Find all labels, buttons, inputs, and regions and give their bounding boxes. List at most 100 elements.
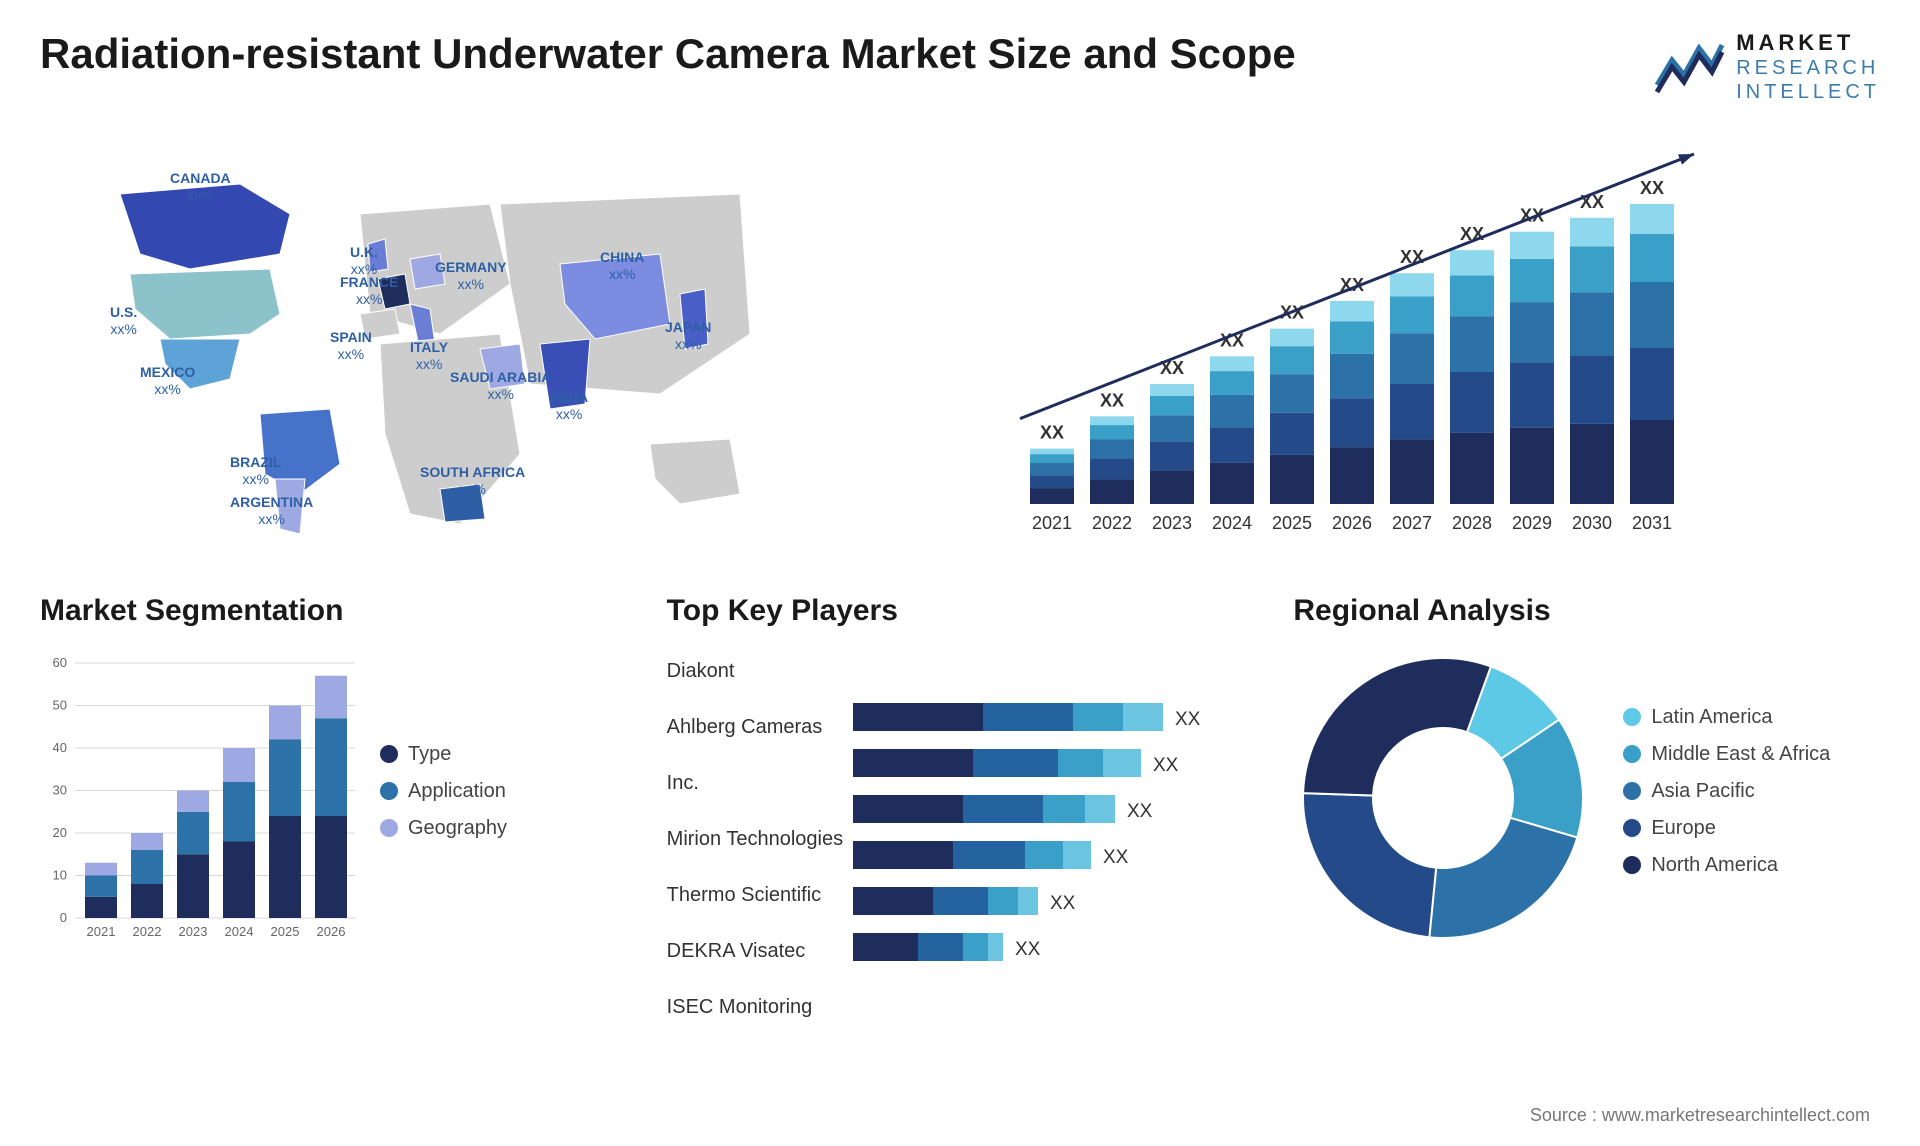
- growth-bar-2028-seg1: [1450, 372, 1494, 433]
- donut-slice-europe: [1303, 794, 1436, 938]
- growth-bar-2021-seg4: [1030, 449, 1074, 455]
- seg-legend-geography: Geography: [380, 817, 627, 840]
- regional-legend-label: Europe: [1651, 817, 1716, 840]
- top-row: CANADAxx%U.S.xx%MEXICOxx%BRAZILxx%ARGENT…: [40, 134, 1880, 554]
- seg-bar-2025-geography: [269, 706, 301, 740]
- player-label-5: DEKRA Visatec: [667, 928, 843, 974]
- segmentation-chart: 0102030405060202120222023202420252026: [40, 648, 360, 948]
- map-region-us: [130, 269, 280, 339]
- regional-legend-middle-east-africa: Middle East & Africa: [1623, 743, 1880, 766]
- logo-line3: INTELLECT: [1736, 80, 1880, 104]
- growth-value-2021: XX: [1040, 423, 1064, 443]
- growth-bar-2021-seg2: [1030, 463, 1074, 475]
- seg-ytick-0: 0: [60, 910, 67, 925]
- growth-bar-2022-seg0: [1090, 480, 1134, 505]
- seg-bar-2022-type: [131, 884, 163, 918]
- segmentation-panel: Market Segmentation 01020304050602021202…: [40, 594, 627, 974]
- growth-bar-2025-seg3: [1270, 347, 1314, 375]
- seg-year-2023: 2023: [179, 924, 208, 939]
- player-label-2: Inc.: [667, 760, 843, 806]
- map-label-u.s.: U.S.xx%: [110, 304, 137, 338]
- seg-legend-label-application: Application: [408, 780, 506, 803]
- seg-ytick-30: 30: [53, 783, 67, 798]
- growth-bar-2030-seg1: [1570, 356, 1614, 425]
- map-label-italy: ITALYxx%: [410, 339, 448, 373]
- seg-year-2025: 2025: [271, 924, 300, 939]
- player-value-3: XX: [1127, 801, 1153, 822]
- seg-ytick-60: 60: [53, 655, 67, 670]
- seg-legend-dot-application: [380, 782, 398, 800]
- player-bar-4-seg1: [953, 841, 1025, 869]
- players-chart: XXXXXXXXXXXX: [853, 648, 1253, 968]
- growth-bar-2024-seg0: [1210, 463, 1254, 504]
- bottom-row: Market Segmentation 01020304050602021202…: [40, 594, 1880, 974]
- player-bar-5-seg2: [988, 887, 1018, 915]
- growth-year-2023: 2023: [1152, 513, 1192, 533]
- seg-bar-2023-application: [177, 812, 209, 855]
- regional-legend-dot: [1623, 745, 1641, 763]
- map-label-india: INDIAxx%: [550, 389, 588, 423]
- player-bar-6-seg3: [988, 933, 1003, 961]
- growth-bar-2030-seg0: [1570, 424, 1614, 504]
- regional-legend-asia-pacific: Asia Pacific: [1623, 780, 1880, 803]
- regional-legend: Latin AmericaMiddle East & AfricaAsia Pa…: [1623, 706, 1880, 891]
- growth-year-2022: 2022: [1092, 513, 1132, 533]
- growth-bar-2027-seg1: [1390, 384, 1434, 439]
- regional-legend-dot: [1623, 856, 1641, 874]
- growth-bar-2026-seg2: [1330, 354, 1374, 399]
- player-value-1: XX: [1175, 709, 1201, 730]
- player-bar-5-seg3: [1018, 887, 1038, 915]
- regional-panel: Regional Analysis Latin AmericaMiddle Ea…: [1293, 594, 1880, 974]
- player-bar-3-seg2: [1043, 795, 1085, 823]
- growth-bar-2030-seg4: [1570, 218, 1614, 247]
- player-bar-4-seg3: [1063, 841, 1091, 869]
- seg-bar-2026-geography: [315, 676, 347, 719]
- player-bar-5-seg1: [933, 887, 988, 915]
- players-panel: Top Key Players DiakontAhlberg CamerasIn…: [667, 594, 1254, 974]
- growth-bar-2027-seg0: [1390, 440, 1434, 505]
- growth-bar-2029-seg4: [1510, 232, 1554, 259]
- map-label-spain: SPAINxx%: [330, 329, 372, 363]
- player-label-4: Thermo Scientific: [667, 872, 843, 918]
- seg-year-2024: 2024: [225, 924, 254, 939]
- map-label-canada: CANADAxx%: [170, 170, 231, 204]
- donut-slice-asia-pacific: [1430, 818, 1578, 938]
- growth-year-2021: 2021: [1032, 513, 1072, 533]
- logo-line1: MARKET: [1736, 30, 1880, 56]
- growth-bar-2023-seg3: [1150, 396, 1194, 415]
- seg-bar-2022-application: [131, 850, 163, 884]
- growth-bar-2027-seg3: [1390, 297, 1434, 334]
- growth-bar-2028-seg4: [1450, 251, 1494, 276]
- regional-legend-label: North America: [1651, 854, 1778, 877]
- growth-bar-2022-seg4: [1090, 417, 1134, 426]
- seg-ytick-20: 20: [53, 825, 67, 840]
- growth-bar-2026-seg4: [1330, 301, 1374, 321]
- map-region-australia: [650, 439, 740, 504]
- growth-bar-2031-seg0: [1630, 420, 1674, 504]
- map-label-mexico: MEXICOxx%: [140, 364, 195, 398]
- seg-year-2021: 2021: [87, 924, 116, 939]
- seg-bar-2026-type: [315, 816, 347, 918]
- player-label-0: Diakont: [667, 648, 843, 694]
- growth-bar-2031-seg3: [1630, 234, 1674, 282]
- growth-bar-2022-seg2: [1090, 439, 1134, 458]
- growth-chart: XX2021XX2022XX2023XX2024XX2025XX2026XX20…: [980, 134, 1880, 554]
- growth-bar-2031-seg4: [1630, 204, 1674, 234]
- seg-bar-2021-geography: [85, 863, 117, 876]
- donut-slice-north-america: [1303, 658, 1491, 796]
- growth-bar-2022-seg1: [1090, 459, 1134, 480]
- growth-bar-2021-seg3: [1030, 455, 1074, 464]
- player-bar-2-seg3: [1103, 749, 1141, 777]
- growth-bar-2021-seg1: [1030, 476, 1074, 489]
- map-label-u.k.: U.K.xx%: [350, 244, 378, 278]
- player-label-3: Mirion Technologies: [667, 816, 843, 862]
- player-value-4: XX: [1103, 847, 1129, 868]
- map-label-saudi-arabia: SAUDI ARABIAxx%: [450, 369, 551, 403]
- seg-legend-label-type: Type: [408, 743, 451, 766]
- player-bar-3-seg1: [963, 795, 1043, 823]
- growth-bar-2022-seg3: [1090, 425, 1134, 439]
- player-bar-1-seg3: [1123, 703, 1163, 731]
- seg-bar-2022-geography: [131, 833, 163, 850]
- growth-year-2025: 2025: [1272, 513, 1312, 533]
- segmentation-title: Market Segmentation: [40, 594, 627, 628]
